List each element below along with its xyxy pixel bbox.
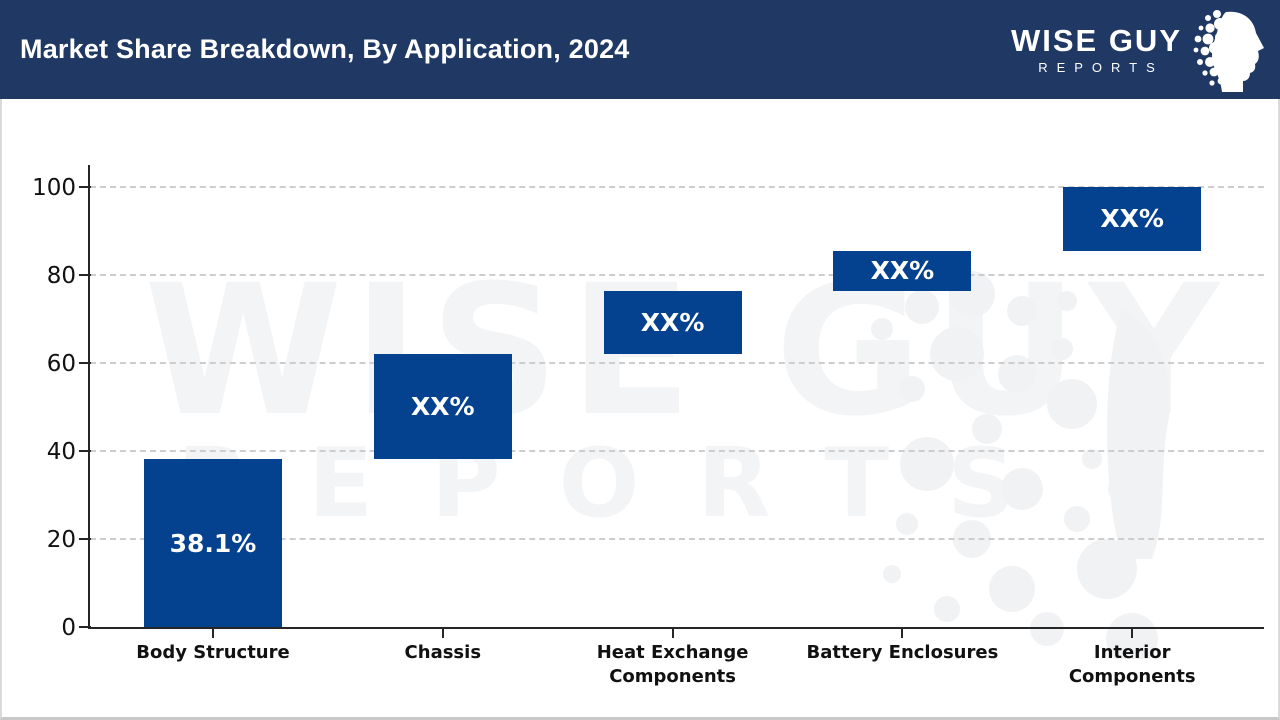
bar-value-label: XX% bbox=[640, 307, 705, 337]
x-axis-tick-mark bbox=[212, 629, 214, 638]
y-axis-tick-mark bbox=[79, 450, 91, 452]
x-axis-tick-mark bbox=[1131, 629, 1134, 638]
gridline bbox=[90, 362, 1264, 364]
y-axis-tick-mark bbox=[79, 538, 91, 540]
plot-area: 0 20 40 60 80 100 38.1% Body Structure XX% Chassi… bbox=[2, 99, 1278, 717]
bar-value-label: XX% bbox=[870, 256, 935, 286]
x-axis-category-label: Battery Enclosures bbox=[806, 642, 999, 663]
gridline bbox=[90, 274, 1264, 276]
bar-segment: XX% bbox=[603, 290, 742, 354]
header-bar: Market Share Breakdown, By Application, … bbox=[0, 0, 1280, 99]
y-axis-tick-label: 0 bbox=[61, 615, 76, 641]
x-axis-category-label: Interior Components bbox=[1068, 642, 1196, 688]
gridline bbox=[90, 186, 1264, 188]
y-axis-tick-label: 20 bbox=[46, 527, 76, 553]
x-axis-tick-mark bbox=[671, 629, 674, 638]
watermark-head-dots bbox=[871, 271, 1170, 659]
page-title: Market Share Breakdown, By Application, … bbox=[20, 34, 630, 64]
x-axis-category-label: Chassis bbox=[404, 642, 482, 663]
brand-subtitle: REPORTS bbox=[1038, 59, 1164, 75]
brand-logo-text: WISE GUY REPORTS bbox=[1011, 25, 1182, 75]
bar-segment: XX% bbox=[1063, 187, 1202, 251]
y-axis-tick-label: 40 bbox=[46, 439, 76, 465]
brand-logo: WISE GUY REPORTS bbox=[1011, 6, 1266, 94]
watermark-subtext: REPORTS bbox=[177, 429, 1074, 539]
y-axis-tick-mark bbox=[79, 362, 91, 364]
brand-name: WISE GUY bbox=[1010, 22, 1182, 58]
y-axis-tick-mark bbox=[79, 626, 91, 628]
x-axis-tick-mark bbox=[901, 629, 904, 638]
bar-segment: XX% bbox=[373, 353, 512, 460]
x-axis-category-label: Body Structure bbox=[136, 642, 290, 663]
gridline bbox=[90, 538, 1264, 540]
x-axis-tick-mark bbox=[441, 629, 444, 638]
x-axis-category-label: Heat Exchange Components bbox=[596, 642, 749, 688]
bar-value-label: 38.1% bbox=[169, 528, 257, 558]
head-profile-icon bbox=[1193, 9, 1264, 92]
y-axis-line bbox=[88, 165, 90, 629]
bar-value-label: XX% bbox=[410, 392, 475, 422]
x-axis-line bbox=[88, 627, 1264, 629]
y-axis-tick-mark bbox=[79, 186, 91, 188]
bar-segment: 38.1% bbox=[144, 459, 282, 627]
y-axis-tick-mark bbox=[79, 274, 91, 276]
y-axis-tick-label: 80 bbox=[46, 263, 76, 289]
y-axis-tick-label: 60 bbox=[46, 351, 76, 377]
chart-area: WISE GUY REPORTS 0 20 40 60 80 100 38.1% Body S… bbox=[0, 99, 1280, 720]
y-axis-tick-label: 100 bbox=[32, 175, 76, 201]
bar-segment: XX% bbox=[833, 250, 972, 291]
gridline bbox=[90, 450, 1264, 452]
bar-value-label: XX% bbox=[1100, 204, 1164, 234]
